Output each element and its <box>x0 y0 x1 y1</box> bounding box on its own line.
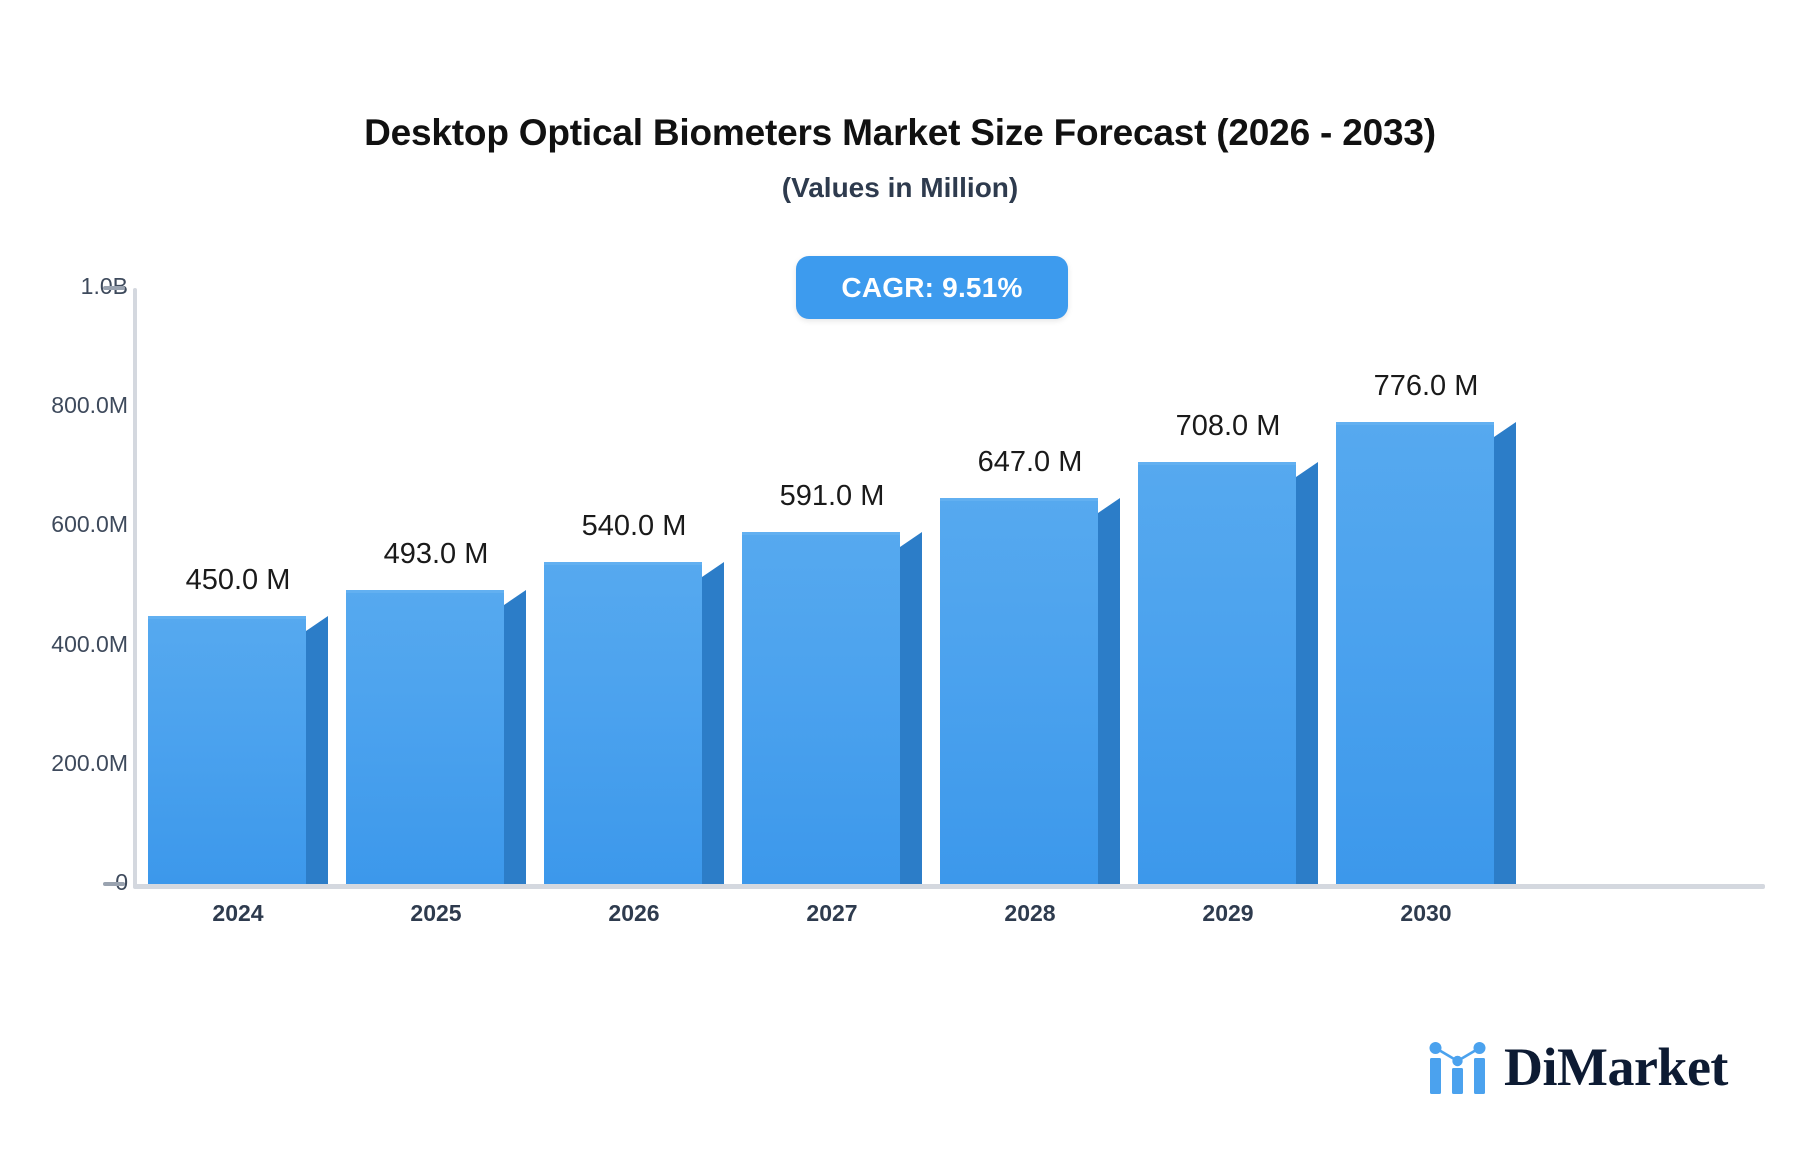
dimarket-chart-icon <box>1428 1038 1490 1096</box>
bar-value-label: 540.0 M <box>581 510 687 542</box>
bar-value-label: 591.0 M <box>779 480 885 512</box>
bar-side-face <box>1098 513 1120 884</box>
bar-value-label: 450.0 M <box>185 564 291 596</box>
x-tick-label: 2024 <box>212 900 264 926</box>
bar-front-face <box>742 532 900 884</box>
bar-front-face <box>346 590 504 884</box>
bar[interactable] <box>1336 422 1516 884</box>
x-tick-label: 2027 <box>806 900 858 926</box>
bar[interactable] <box>742 532 922 884</box>
x-axis-line <box>133 884 1765 889</box>
bar-top-edge <box>1138 462 1296 465</box>
bar-side-face <box>1494 437 1516 884</box>
chart-subtitle: (Values in Million) <box>781 172 1019 203</box>
bar-front-face <box>1138 462 1296 884</box>
bar[interactable] <box>544 562 724 884</box>
bar-top-bevel <box>702 562 724 577</box>
x-tick-label: 2025 <box>410 900 462 926</box>
bar[interactable] <box>940 498 1120 884</box>
bar-side-face <box>504 605 526 884</box>
bar-top-edge <box>940 498 1098 501</box>
x-tick-label: 2029 <box>1202 900 1254 926</box>
y-tick-label: 600.0M <box>51 511 128 538</box>
bar-value-label: 493.0 M <box>383 538 489 570</box>
bar-value-label: 708.0 M <box>1175 410 1281 442</box>
y-tick-label: 800.0M <box>51 392 128 419</box>
bar-top-bevel <box>306 616 328 631</box>
bar-top-bevel <box>900 532 922 547</box>
bar-side-face <box>306 631 328 884</box>
bar-front-face <box>1336 422 1494 884</box>
bar-top-edge <box>742 532 900 535</box>
bar[interactable] <box>148 616 328 884</box>
y-axis-line <box>133 288 137 888</box>
y-tick-label: 400.0M <box>51 630 128 657</box>
bar-value-label: 776.0 M <box>1373 370 1479 402</box>
bar-front-face <box>544 562 702 884</box>
bar-top-bevel <box>504 590 526 605</box>
bar-top-bevel <box>1098 498 1120 513</box>
bar-value-label: 647.0 M <box>977 446 1083 478</box>
chart-title: Desktop Optical Biometers Market Size Fo… <box>364 112 1436 153</box>
x-tick-label: 2028 <box>1004 900 1056 926</box>
bar-side-face <box>1296 477 1318 884</box>
logo-bars-icon <box>1429 1042 1486 1094</box>
y-tick-mark <box>103 882 125 886</box>
bar-top-bevel <box>1296 462 1318 477</box>
bar-front-face <box>148 616 306 884</box>
y-tick-mark <box>103 286 125 290</box>
bar[interactable] <box>346 590 526 884</box>
bar[interactable] <box>1138 462 1318 884</box>
bar-front-face <box>940 498 1098 884</box>
y-tick-label: 200.0M <box>51 749 128 776</box>
bar-top-edge <box>148 616 306 619</box>
bar-side-face <box>702 577 724 884</box>
brand-logo: DiMarket <box>1428 1038 1728 1096</box>
bar-top-edge <box>1336 422 1494 425</box>
x-tick-label: 2030 <box>1400 900 1452 926</box>
bar-top-edge <box>544 562 702 565</box>
brand-name: DiMarket <box>1504 1037 1728 1097</box>
bar-side-face <box>900 547 922 884</box>
bar-top-edge <box>346 590 504 593</box>
x-tick-label: 2026 <box>608 900 660 926</box>
bar-top-bevel <box>1494 422 1516 437</box>
cagr-badge: CAGR: 9.51% <box>796 256 1068 319</box>
